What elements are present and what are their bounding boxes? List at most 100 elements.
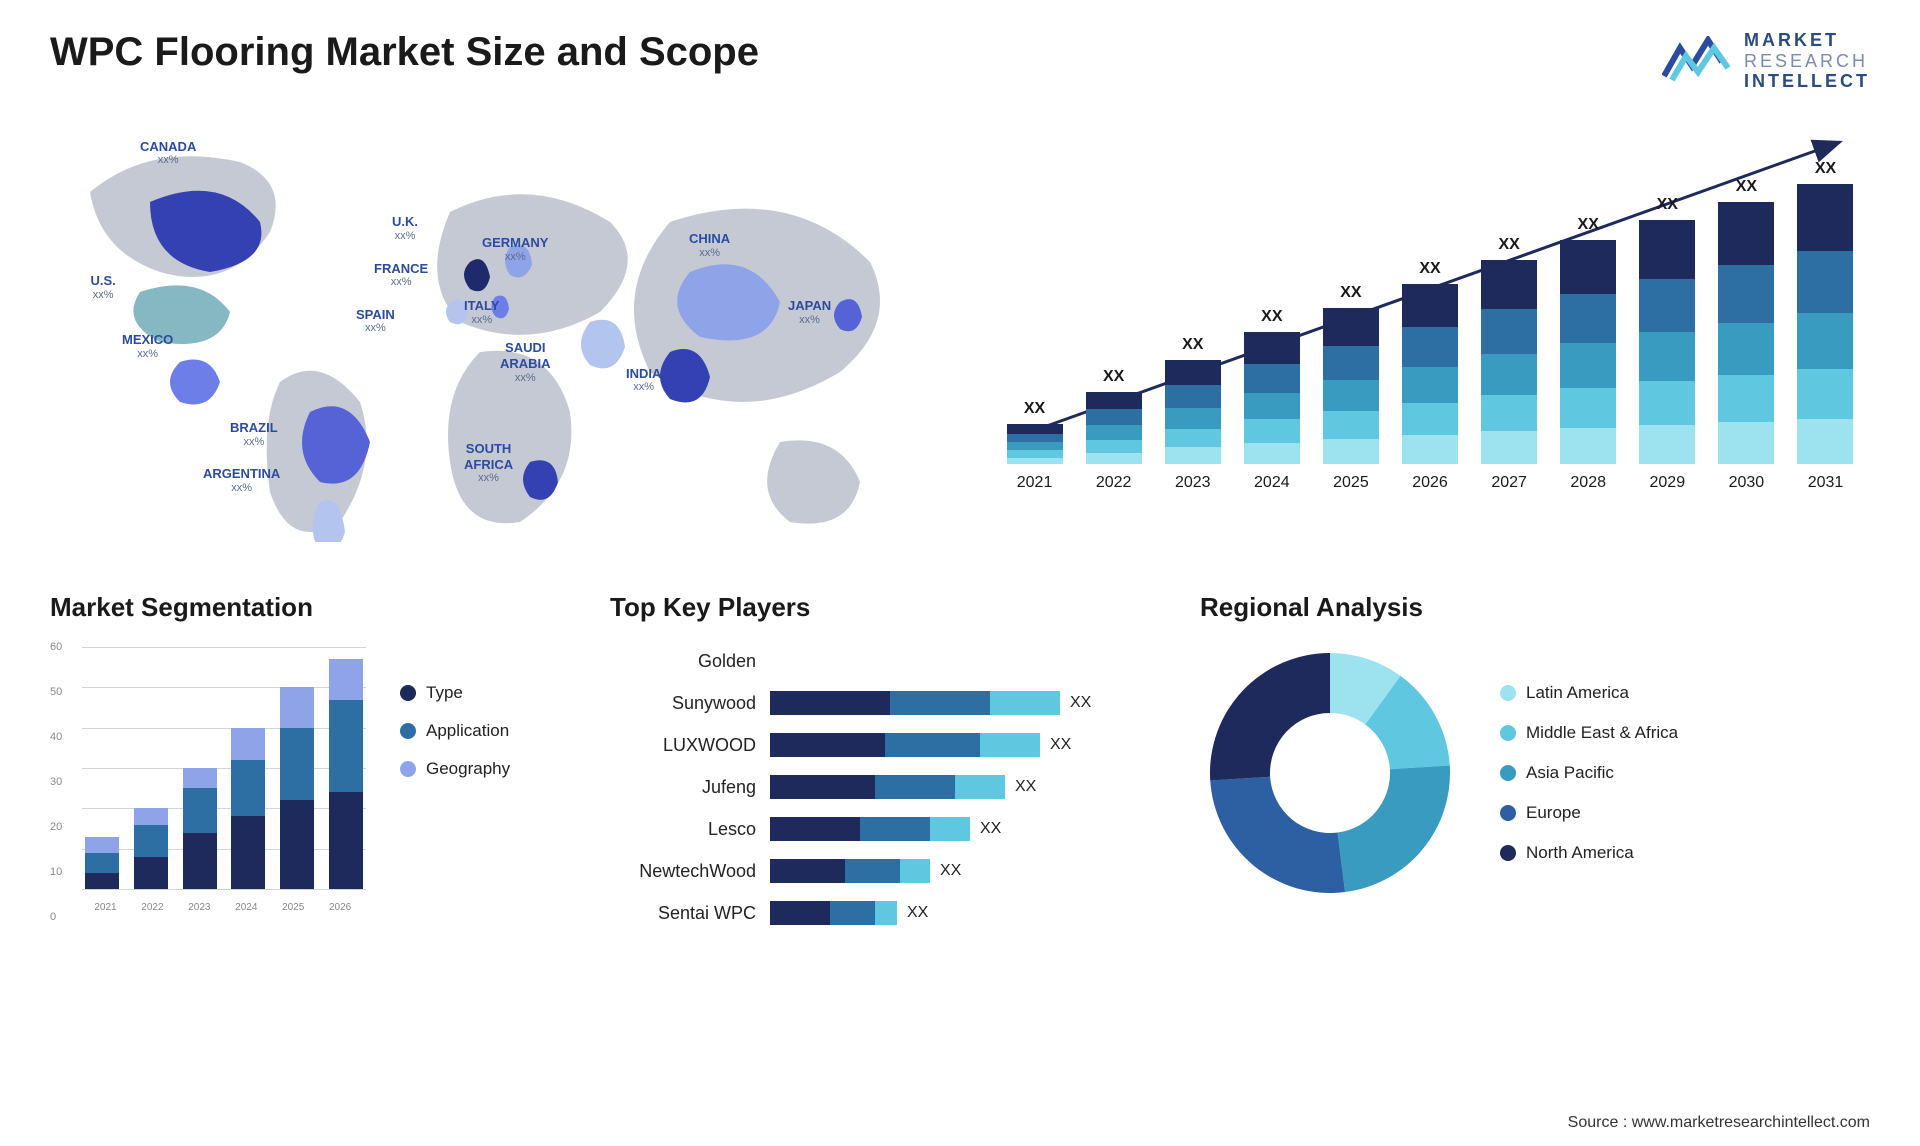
growth-seg xyxy=(1560,294,1616,343)
growth-seg xyxy=(1165,360,1221,385)
growth-seg xyxy=(1165,385,1221,408)
growth-year-label: 2028 xyxy=(1570,474,1606,492)
seg-seg xyxy=(134,808,168,824)
growth-seg xyxy=(1481,309,1537,354)
seg-year-label: 2026 xyxy=(329,902,351,913)
player-seg xyxy=(875,901,897,925)
growth-seg xyxy=(1244,364,1300,393)
player-seg xyxy=(845,859,900,883)
growth-seg xyxy=(1244,419,1300,443)
seg-seg xyxy=(85,837,119,853)
logo-icon xyxy=(1662,36,1732,86)
map-label-canada: CANADAxx% xyxy=(140,139,196,168)
donut-slice xyxy=(1210,777,1345,893)
growth-bar xyxy=(1086,392,1142,464)
brand-logo: MARKET RESEARCH INTELLECT xyxy=(1662,30,1870,92)
seg-bar xyxy=(329,659,363,889)
map-label-south-africa: SOUTHAFRICAxx% xyxy=(464,441,513,485)
seg-bar xyxy=(85,837,119,889)
source-label: Source : www.marketresearchintellect.com xyxy=(1568,1114,1870,1132)
growth-value-label: XX xyxy=(1498,236,1519,254)
regional-donut-chart xyxy=(1200,643,1460,903)
map-label-china: CHINAxx% xyxy=(689,231,730,260)
map-label-u-s-: U.S.xx% xyxy=(91,273,116,302)
player-seg xyxy=(770,733,885,757)
growth-col-2025: XX 2025 xyxy=(1316,284,1385,492)
growth-col-2024: XX 2024 xyxy=(1237,308,1306,492)
growth-seg xyxy=(1639,332,1695,381)
player-seg xyxy=(930,817,970,841)
seg-ytick: 0 xyxy=(50,911,56,923)
growth-seg xyxy=(1165,429,1221,448)
seg-seg xyxy=(329,659,363,699)
regional-legend-item: North America xyxy=(1500,843,1678,863)
growth-seg xyxy=(1797,184,1853,251)
growth-year-label: 2025 xyxy=(1333,474,1369,492)
growth-seg xyxy=(1481,395,1537,432)
donut-slice xyxy=(1338,766,1450,893)
seg-gridline xyxy=(82,889,366,890)
legend-label: Middle East & Africa xyxy=(1526,723,1678,743)
player-seg xyxy=(830,901,875,925)
map-label-u-k-: U.K.xx% xyxy=(392,214,418,243)
growth-seg xyxy=(1797,369,1853,419)
growth-seg xyxy=(1007,458,1063,464)
growth-chart-panel: XX2021XX2022XX2023XX2024XX2025XX2026XX20… xyxy=(990,122,1870,542)
growth-bar xyxy=(1323,308,1379,464)
map-label-germany: GERMANYxx% xyxy=(482,235,548,264)
growth-seg xyxy=(1560,428,1616,464)
growth-value-label: XX xyxy=(1261,308,1282,326)
growth-seg xyxy=(1007,442,1063,450)
growth-seg xyxy=(1797,419,1853,464)
player-seg xyxy=(890,691,990,715)
growth-value-label: XX xyxy=(1578,216,1599,234)
growth-bar xyxy=(1165,360,1221,464)
legend-dot-icon xyxy=(400,761,416,777)
seg-bar xyxy=(280,687,314,889)
player-name: NewtechWood xyxy=(610,861,770,882)
seg-seg xyxy=(280,728,314,801)
segmentation-title: Market Segmentation xyxy=(50,592,580,623)
growth-seg xyxy=(1323,380,1379,411)
seg-year-label: 2023 xyxy=(188,902,210,913)
players-panel: Top Key Players GoldenSunywoodXXLUXWOODX… xyxy=(610,592,1170,931)
growth-seg xyxy=(1560,388,1616,428)
growth-seg xyxy=(1639,220,1695,279)
growth-bar xyxy=(1560,240,1616,464)
legend-label: Europe xyxy=(1526,803,1581,823)
growth-value-label: XX xyxy=(1736,178,1757,196)
growth-seg xyxy=(1402,284,1458,327)
legend-dot-icon xyxy=(400,723,416,739)
seg-year-label: 2022 xyxy=(141,902,163,913)
growth-seg xyxy=(1402,435,1458,464)
player-value: XX xyxy=(980,820,1001,838)
player-seg xyxy=(770,901,830,925)
player-seg xyxy=(980,733,1040,757)
growth-year-label: 2024 xyxy=(1254,474,1290,492)
legend-label: Latin America xyxy=(1526,683,1629,703)
growth-seg xyxy=(1639,279,1695,333)
legend-dot-icon xyxy=(1500,845,1516,861)
legend-label: Geography xyxy=(426,759,510,779)
growth-seg xyxy=(1560,240,1616,294)
growth-year-label: 2027 xyxy=(1491,474,1527,492)
regional-legend: Latin AmericaMiddle East & AfricaAsia Pa… xyxy=(1500,683,1678,863)
growth-seg xyxy=(1007,424,1063,434)
growth-value-label: XX xyxy=(1340,284,1361,302)
growth-col-2021: XX2021 xyxy=(1000,400,1069,492)
player-bar xyxy=(770,733,1040,757)
regional-legend-item: Latin America xyxy=(1500,683,1678,703)
growth-bar xyxy=(1244,332,1300,464)
seg-year-label: 2021 xyxy=(94,902,116,913)
growth-value-label: XX xyxy=(1419,260,1440,278)
player-seg xyxy=(885,733,980,757)
growth-seg xyxy=(1560,343,1616,388)
growth-seg xyxy=(1481,431,1537,464)
player-seg xyxy=(770,775,875,799)
player-name: Jufeng xyxy=(610,777,770,798)
growth-seg xyxy=(1323,439,1379,464)
growth-seg xyxy=(1244,332,1300,364)
growth-col-2026: XX2026 xyxy=(1395,260,1464,492)
player-row: SunywoodXX xyxy=(610,685,1170,721)
growth-seg xyxy=(1718,202,1774,265)
